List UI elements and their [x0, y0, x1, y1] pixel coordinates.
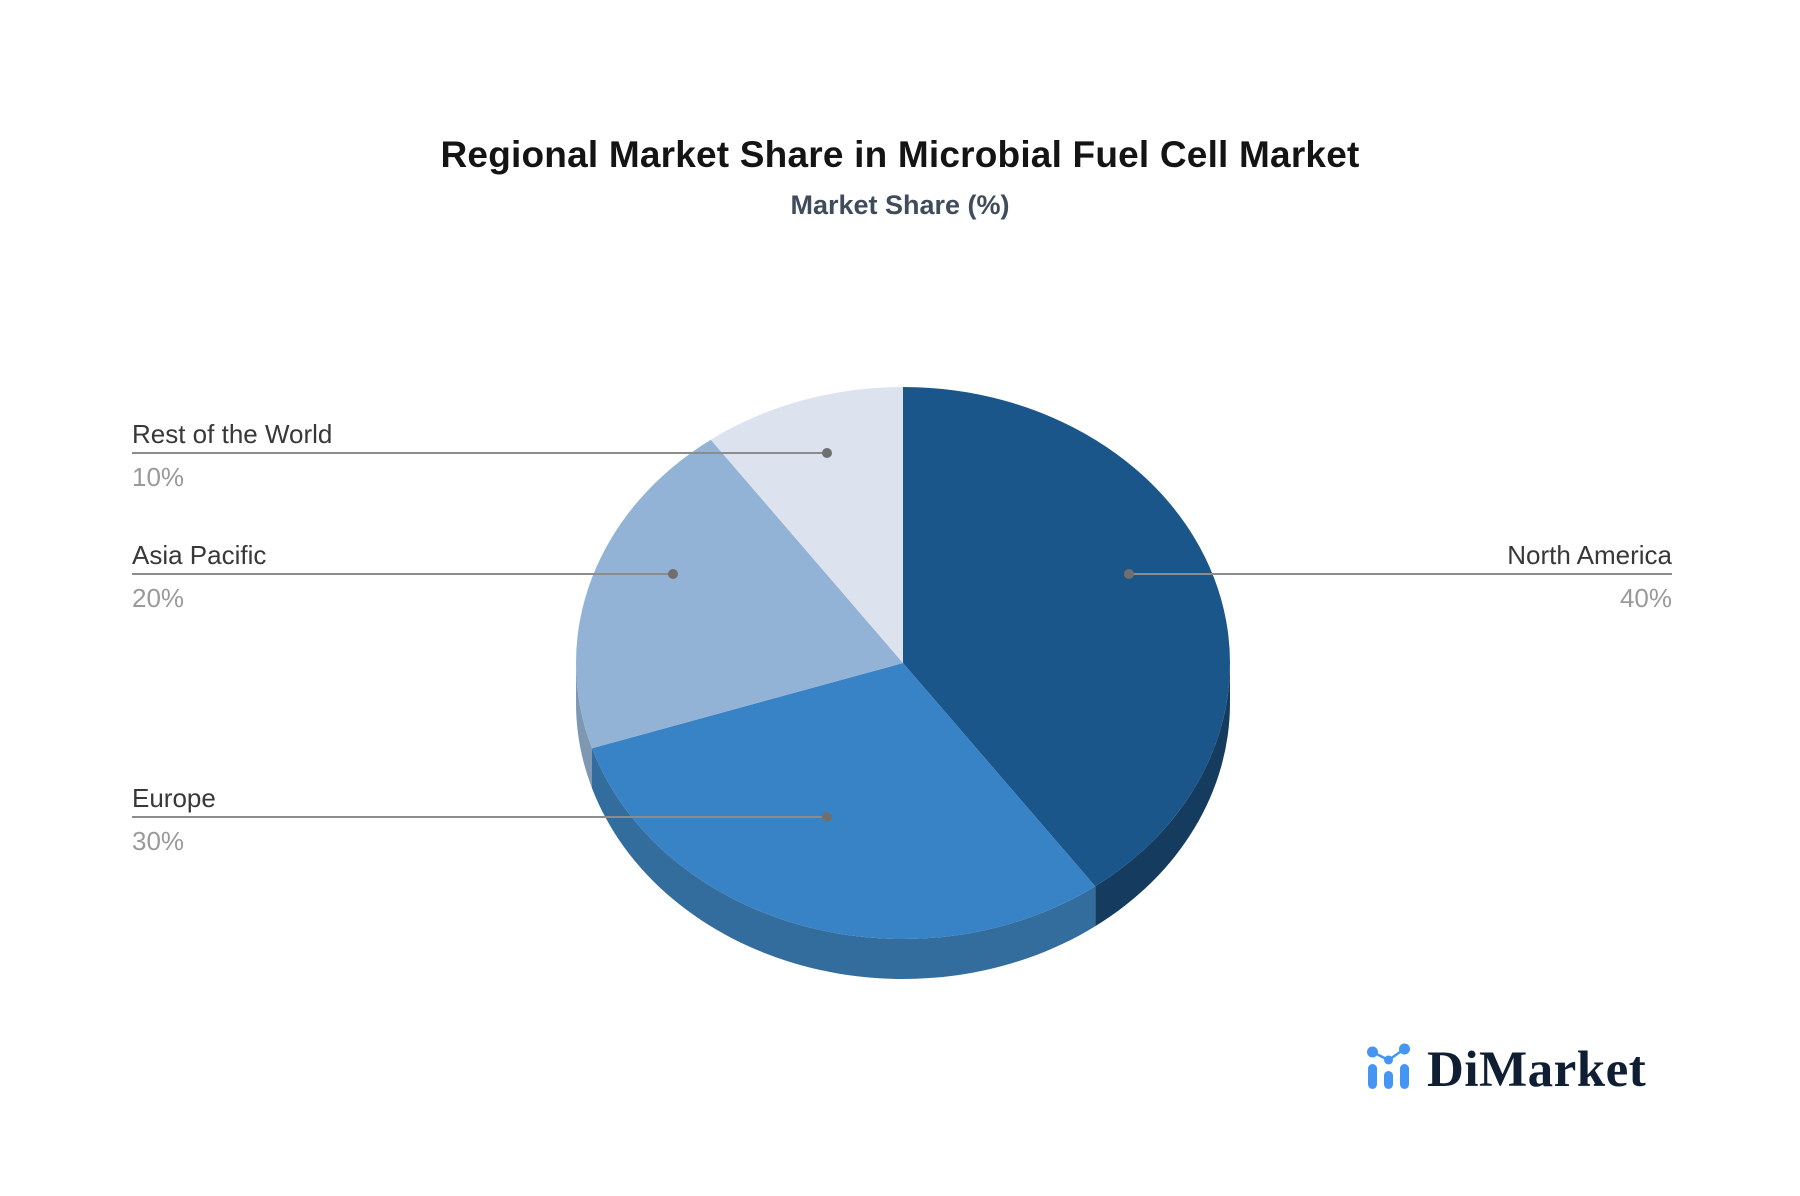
callout-dot-north-america — [1124, 569, 1134, 579]
callout-dot-rest-of-the-world — [822, 448, 832, 458]
callout-label-rest-of-the-world: Rest of the World — [132, 419, 333, 449]
pie-slice-europe[interactable] — [592, 663, 1096, 940]
callout-value-rest-of-the-world: 10% — [132, 462, 185, 492]
pie-slice-asia-pacific[interactable] — [576, 439, 903, 749]
brand-logo: DiMarket — [1354, 1040, 1694, 1110]
pie-slice-north-america[interactable] — [903, 387, 1231, 887]
callout-label-europe: Europe — [132, 783, 216, 813]
callout-dot-asia-pacific — [668, 569, 678, 579]
pie-slice-rest-of-the-world[interactable] — [710, 387, 903, 663]
pie-slice-side-asia-pacific — [576, 663, 593, 789]
callout-value-asia-pacific: 20% — [132, 583, 185, 613]
chart-title: Regional Market Share in Microbial Fuel … — [440, 134, 1360, 175]
chart-subtitle: Market Share (%) — [790, 190, 1010, 220]
callout-value-europe: 30% — [132, 826, 185, 856]
brand-name: DiMarket — [1427, 1042, 1647, 1098]
pie-slice-side-europe — [592, 748, 1096, 980]
bar-line-chart-icon — [1367, 1043, 1410, 1089]
callout-value-north-america: 40% — [1619, 583, 1672, 613]
pie-slice-side-north-america — [1095, 663, 1230, 927]
callout-label-north-america: North America — [1507, 540, 1672, 570]
callout-label-asia-pacific: Asia Pacific — [132, 540, 267, 570]
callout-dot-europe — [822, 812, 832, 822]
